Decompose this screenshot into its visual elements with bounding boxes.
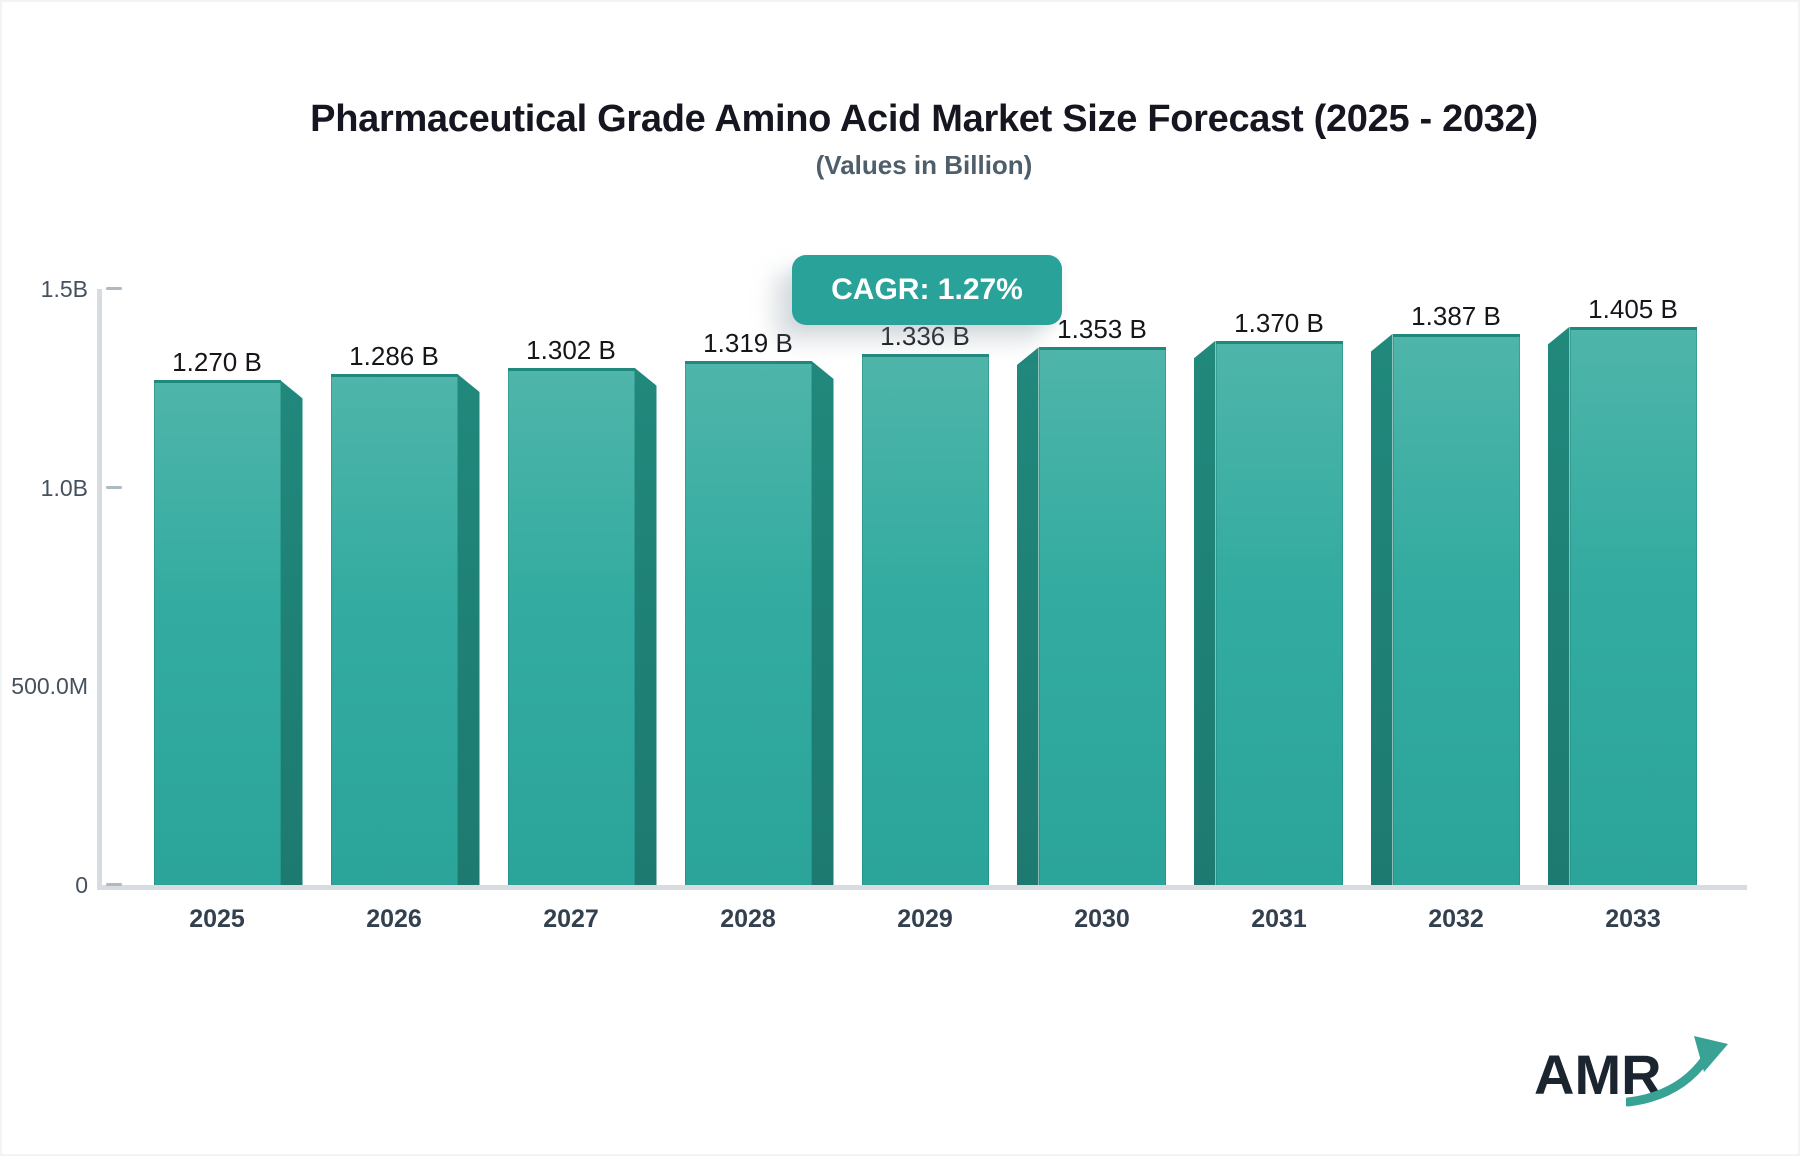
bar-side-shadow [1193, 340, 1216, 885]
bar-value-label-2033: 1.405 B [1588, 293, 1678, 324]
x-axis-label-2027: 2027 [543, 905, 599, 933]
bar-value-label-2031: 1.370 B [1234, 307, 1324, 338]
x-axis-label-2031: 2031 [1251, 905, 1307, 933]
y-tick-label-1.0B: 1.0B [40, 474, 88, 501]
growth-arrow-icon [1626, 1036, 1728, 1107]
bar-value-label-2032: 1.387 B [1411, 300, 1501, 331]
y-tick-label-1.5B: 1.5B [40, 276, 88, 302]
cagr-badge: CAGR: 1.27% [792, 255, 1062, 325]
y-tick-label-500.0M: 500.0M [11, 673, 88, 700]
bar-side-shadow [1016, 347, 1039, 885]
bar-face [861, 354, 989, 885]
bar-face [507, 367, 635, 885]
bar-value-label-2029: 1.336 B [880, 321, 970, 352]
bar-2033[interactable] [1547, 326, 1697, 885]
y-axis-line [97, 289, 102, 890]
bar-side-shadow [811, 360, 834, 885]
bar-2026[interactable] [330, 374, 480, 885]
x-axis-label-2032: 2032 [1428, 905, 1484, 933]
bar-value-label-2028: 1.319 B [703, 327, 793, 358]
bar-side-shadow [457, 374, 480, 885]
bar-face [1038, 347, 1166, 885]
bar-value-label-2025: 1.270 B [172, 347, 262, 378]
bar-value-label-2027: 1.302 B [526, 334, 616, 365]
chart-title: Pharmaceutical Grade Amino Acid Market S… [310, 98, 1538, 140]
bar-2025[interactable] [153, 380, 303, 885]
bar-2028[interactable] [684, 360, 834, 885]
x-axis-label-2026: 2026 [366, 905, 422, 933]
chart-subtitle: (Values in Billion) [815, 150, 1033, 180]
bar-side-shadow [1547, 326, 1570, 885]
bar-2029[interactable] [861, 354, 989, 885]
bar-face [153, 380, 281, 885]
x-axis-label-2025: 2025 [189, 905, 245, 933]
bar-face [1392, 333, 1520, 885]
x-axis-label-2029: 2029 [897, 905, 953, 933]
bar-face [684, 360, 812, 885]
bar-face [330, 374, 458, 885]
bar-2030[interactable] [1016, 347, 1166, 885]
x-axis-label-2028: 2028 [720, 905, 776, 933]
bar-value-label-2026: 1.286 B [349, 341, 439, 372]
y-tick-dash [106, 485, 122, 489]
y-tick-label-0: 0 [75, 872, 88, 898]
bar-2032[interactable] [1370, 333, 1520, 885]
x-axis-label-2030: 2030 [1074, 905, 1130, 933]
x-axis-label-2033: 2033 [1605, 905, 1661, 933]
bar-side-shadow [634, 367, 657, 885]
y-tick-dash [106, 883, 122, 886]
amr-logo: AMR [1534, 1034, 1754, 1124]
bar-2031[interactable] [1193, 340, 1343, 885]
bar-side-shadow [280, 380, 303, 885]
bar-2027[interactable] [507, 367, 657, 885]
bar-face [1569, 326, 1697, 885]
y-tick-dash [106, 287, 122, 290]
bar-face [1215, 340, 1343, 885]
x-axis-line [97, 885, 1747, 890]
bar-side-shadow [1370, 333, 1393, 885]
bar-value-label-2030: 1.353 B [1057, 314, 1147, 345]
